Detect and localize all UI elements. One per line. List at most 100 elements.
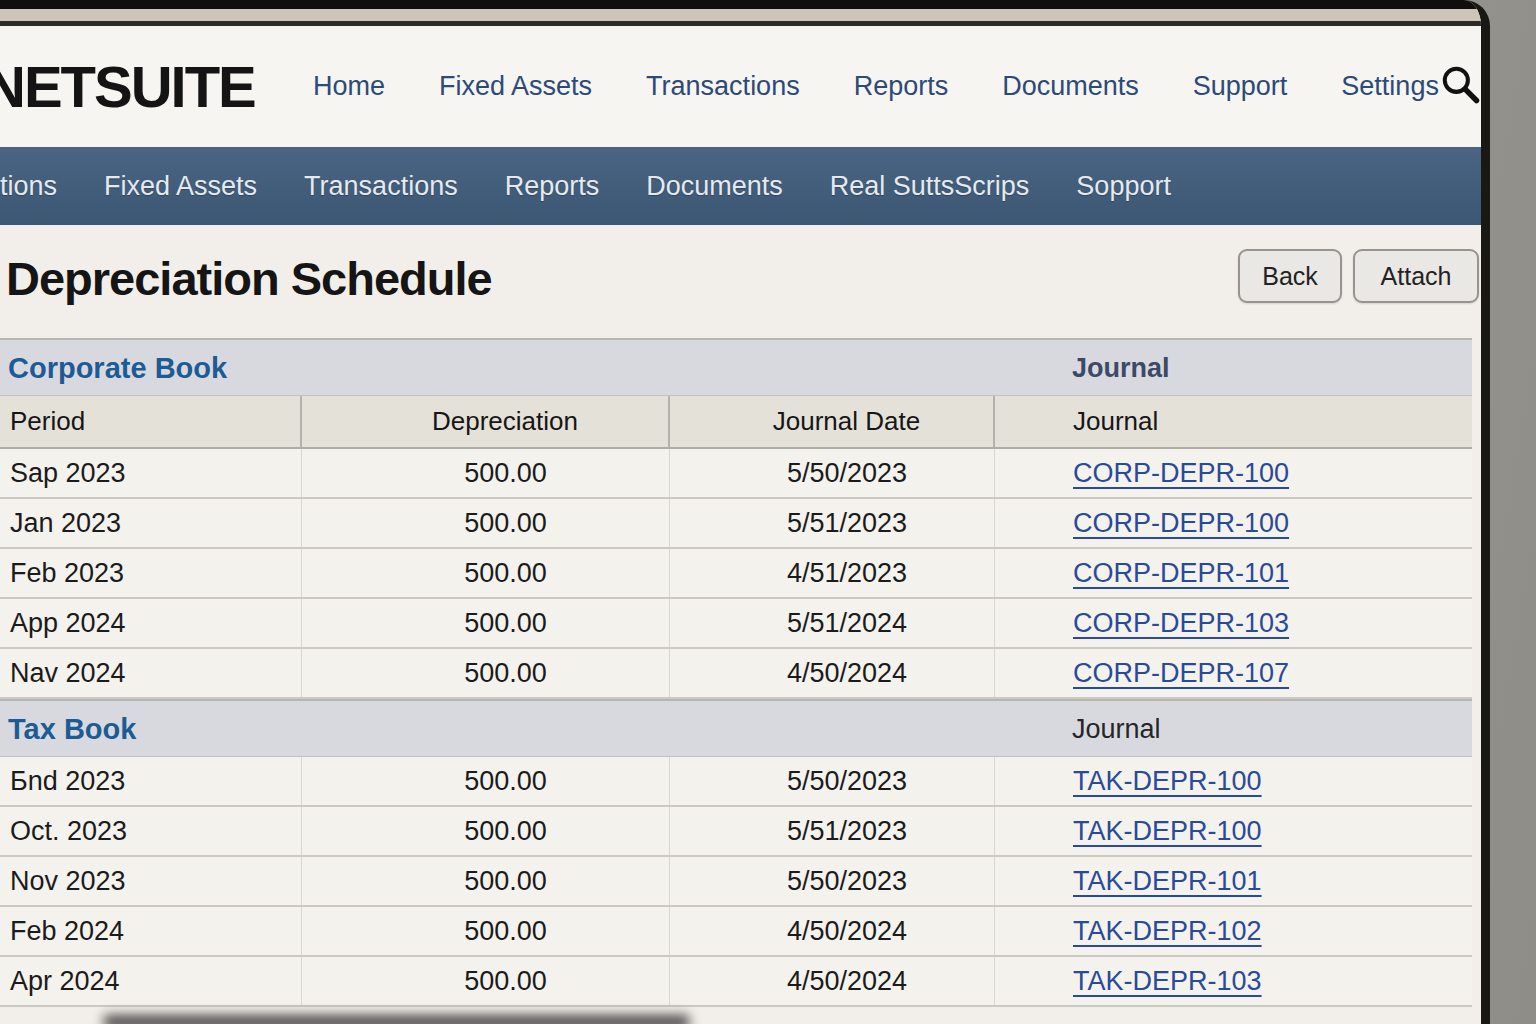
depreciation-cell: 500.00 — [302, 907, 670, 955]
period-cell: Nov 2023 — [0, 857, 302, 905]
period-cell: Jan 2023 — [0, 499, 302, 547]
period-cell: Nav 2024 — [0, 649, 302, 697]
journal-link[interactable]: TAK-DEPR-102 — [1073, 916, 1262, 946]
journal-date-cell: 4/50/2024 — [670, 649, 995, 697]
depreciation-cell: 500.00 — [302, 449, 670, 497]
table-row: Nav 2024 500.00 4/50/2024 CORP-DEPR-107 — [0, 649, 1472, 699]
app-header: NETSUITE Home Fixed Assets Transactions … — [0, 26, 1481, 147]
journal-link[interactable]: CORP-DEPR-103 — [1073, 608, 1289, 638]
depreciation-cell: 500.00 — [302, 499, 670, 547]
column-header-row: Period Depreciation Journal Date Journal — [0, 396, 1472, 449]
journal-cell: CORP-DEPR-103 — [995, 599, 1472, 647]
period-cell: Feb 2023 — [0, 549, 302, 597]
journal-cell: CORP-DEPR-101 — [995, 549, 1472, 597]
column-header-journal: Journal — [995, 396, 1472, 447]
journal-date-cell: 5/51/2024 — [670, 599, 995, 647]
subnav-fixed-assets[interactable]: Fixed Assets — [104, 171, 257, 202]
table-row: Jan 2023 500.00 5/51/2023 CORP-DEPR-100 — [0, 499, 1472, 549]
depreciation-cell: 500.00 — [302, 649, 670, 697]
journal-cell: TAK-DEPR-103 — [995, 957, 1472, 1005]
journal-link[interactable]: CORP-DEPR-101 — [1073, 558, 1289, 588]
top-nav-reports[interactable]: Reports — [854, 71, 949, 102]
page-content: Depreciation Schedule Back Attach Corpor… — [0, 225, 1481, 1007]
back-button[interactable]: Back — [1238, 249, 1342, 303]
journal-cell: TAK-DEPR-100 — [995, 807, 1472, 855]
top-nav-support[interactable]: Support — [1193, 71, 1288, 102]
depreciation-cell: 500.00 — [302, 757, 670, 805]
period-cell: Sap 2023 — [0, 449, 302, 497]
corporate-book-rows: Sap 2023 500.00 5/50/2023 CORP-DEPR-100 … — [0, 449, 1472, 699]
monitor-bezel-top — [0, 0, 1481, 9]
column-header-depreciation: Depreciation — [302, 396, 670, 447]
journal-date-cell: 5/50/2023 — [670, 757, 995, 805]
period-cell: App 2024 — [0, 599, 302, 647]
table-row: Sap 2023 500.00 5/50/2023 CORP-DEPR-100 — [0, 449, 1472, 499]
journal-date-cell: 4/50/2024 — [670, 907, 995, 955]
column-header-journal-date: Journal Date — [670, 396, 995, 447]
table-row: Бnd 2023 500.00 5/50/2023 TAK-DEPR-100 — [0, 757, 1472, 807]
sub-navbar: tions Fixed Assets Transactions Reports … — [0, 147, 1481, 225]
table-row: Nov 2023 500.00 5/50/2023 TAK-DEPR-101 — [0, 857, 1472, 907]
corporate-book-title: Corporate Book — [8, 340, 227, 396]
corporate-book-band: Corporate Book Journal — [0, 338, 1472, 396]
journal-date-cell: 4/51/2023 — [670, 549, 995, 597]
subnav-documents[interactable]: Documents — [646, 171, 783, 202]
top-nav-home[interactable]: Home — [313, 71, 385, 102]
top-nav-settings[interactable]: Settings — [1341, 71, 1439, 102]
journal-link[interactable]: CORP-DEPR-107 — [1073, 658, 1289, 688]
journal-cell: TAK-DEPR-100 — [995, 757, 1472, 805]
journal-link[interactable]: TAK-DEPR-101 — [1073, 866, 1262, 896]
period-cell: Oct. 2023 — [0, 807, 302, 855]
top-nav-fixed-assets[interactable]: Fixed Assets — [439, 71, 592, 102]
journal-cell: CORP-DEPR-100 — [995, 449, 1472, 497]
depreciation-cell: 500.00 — [302, 957, 670, 1005]
subnav-support[interactable]: Sopport — [1076, 171, 1171, 202]
subnav-suitescripts[interactable]: Real SuttsScrips — [830, 171, 1030, 202]
top-nav: Home Fixed Assets Transactions Reports D… — [313, 26, 1439, 147]
journal-cell: TAK-DEPR-101 — [995, 857, 1472, 905]
subnav-transactions[interactable]: Transactions — [304, 171, 458, 202]
top-nav-transactions[interactable]: Transactions — [646, 71, 800, 102]
tax-book-title: Tax Book — [8, 701, 136, 757]
subnav-tions[interactable]: tions — [0, 171, 57, 202]
netsuite-logo: NETSUITE — [0, 53, 255, 120]
journal-link[interactable]: TAK-DEPR-100 — [1073, 766, 1262, 796]
table-row: Oct. 2023 500.00 5/51/2023 TAK-DEPR-100 — [0, 807, 1472, 857]
depreciation-schedule-table: Corporate Book Journal Period Depreciati… — [0, 338, 1472, 1007]
journal-cell: TAK-DEPR-102 — [995, 907, 1472, 955]
period-cell: Apr 2024 — [0, 957, 302, 1005]
tax-book-rows: Бnd 2023 500.00 5/50/2023 TAK-DEPR-100 O… — [0, 757, 1472, 1007]
journal-date-cell: 5/50/2023 — [670, 857, 995, 905]
depreciation-cell: 500.00 — [302, 549, 670, 597]
journal-link[interactable]: CORP-DEPR-100 — [1073, 458, 1289, 488]
journal-cell: CORP-DEPR-100 — [995, 499, 1472, 547]
journal-date-cell: 5/51/2023 — [670, 807, 995, 855]
corporate-journal-group-header: Journal — [1072, 340, 1170, 396]
journal-link[interactable]: CORP-DEPR-100 — [1073, 508, 1289, 538]
tax-journal-group-header: Journal — [1072, 701, 1161, 757]
depreciation-cell: 500.00 — [302, 599, 670, 647]
monitor-bezel-strip — [0, 9, 1481, 21]
monitor-screen: NETSUITE Home Fixed Assets Transactions … — [0, 0, 1490, 1024]
depreciation-cell: 500.00 — [302, 807, 670, 855]
top-nav-documents[interactable]: Documents — [1002, 71, 1139, 102]
table-row: Feb 2024 500.00 4/50/2024 TAK-DEPR-102 — [0, 907, 1472, 957]
search-icon[interactable] — [1438, 62, 1482, 106]
journal-link[interactable]: TAK-DEPR-100 — [1073, 816, 1262, 846]
tax-book-band: Tax Book Journal — [0, 699, 1472, 757]
photo-shadow — [104, 1015, 689, 1024]
table-row: App 2024 500.00 5/51/2024 CORP-DEPR-103 — [0, 599, 1472, 649]
subnav-reports[interactable]: Reports — [505, 171, 600, 202]
journal-link[interactable]: TAK-DEPR-103 — [1073, 966, 1262, 996]
period-cell: Feb 2024 — [0, 907, 302, 955]
column-header-period: Period — [0, 396, 302, 447]
attach-button[interactable]: Attach — [1353, 249, 1479, 303]
journal-cell: CORP-DEPR-107 — [995, 649, 1472, 697]
journal-date-cell: 5/51/2023 — [670, 499, 995, 547]
journal-date-cell: 5/50/2023 — [670, 449, 995, 497]
table-row: Apr 2024 500.00 4/50/2024 TAK-DEPR-103 — [0, 957, 1472, 1007]
title-row: Depreciation Schedule Back Attach — [0, 225, 1481, 338]
table-row: Feb 2023 500.00 4/51/2023 CORP-DEPR-101 — [0, 549, 1472, 599]
depreciation-cell: 500.00 — [302, 857, 670, 905]
journal-date-cell: 4/50/2024 — [670, 957, 995, 1005]
